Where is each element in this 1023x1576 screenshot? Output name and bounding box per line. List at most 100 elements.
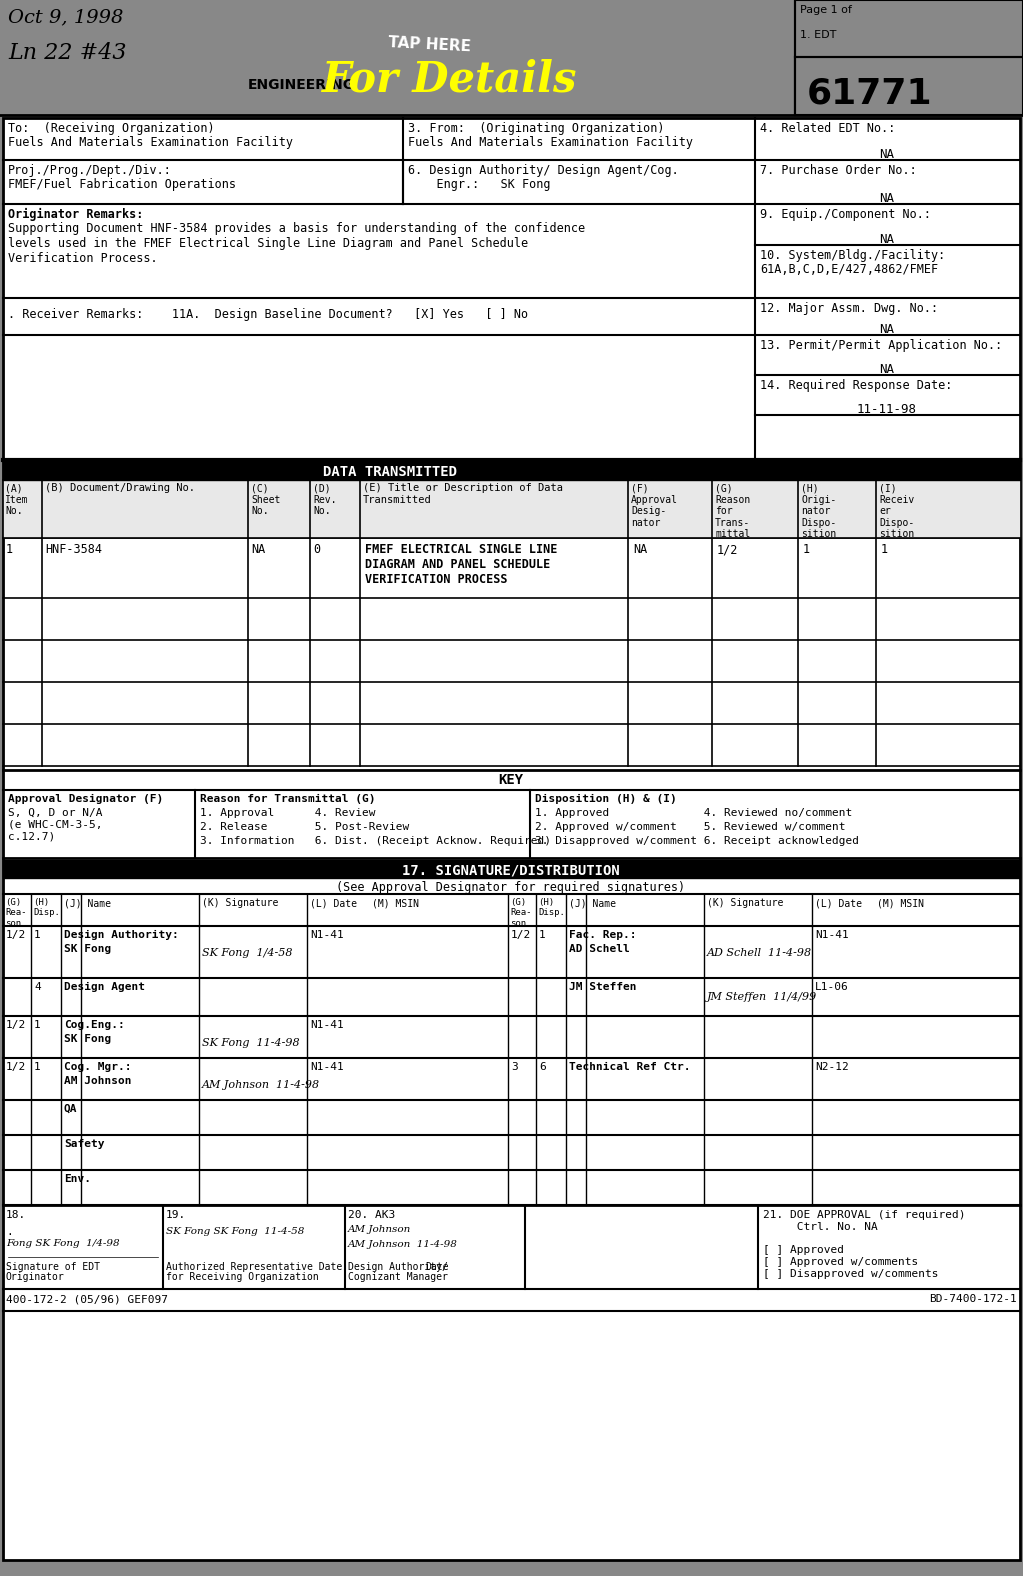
- Text: (C)
Sheet
No.: (C) Sheet No.: [251, 482, 280, 517]
- Text: 1. EDT: 1. EDT: [800, 30, 837, 39]
- Text: Cognizant Manager: Cognizant Manager: [348, 1272, 448, 1281]
- Text: 19.: 19.: [166, 1210, 186, 1220]
- Text: 1: 1: [6, 544, 13, 556]
- Text: 9. Equip./Component No.:: 9. Equip./Component No.:: [760, 208, 931, 221]
- Text: N1-41: N1-41: [310, 1020, 344, 1031]
- Text: For Details: For Details: [322, 58, 578, 99]
- Text: NA: NA: [880, 323, 894, 336]
- Text: (B) Document/Drawing No.: (B) Document/Drawing No.: [45, 482, 195, 493]
- Text: 2. Release       5. Post-Review: 2. Release 5. Post-Review: [201, 823, 409, 832]
- Text: (G)
Rea-
son: (G) Rea- son: [5, 898, 27, 928]
- Text: 1/2: 1/2: [6, 1062, 27, 1072]
- Text: 17. SIGNATURE/DISTRIBUTION: 17. SIGNATURE/DISTRIBUTION: [402, 864, 620, 876]
- Text: Fac. Rep.:: Fac. Rep.:: [569, 930, 636, 939]
- Text: (See Approval Designator for required signatures): (See Approval Designator for required si…: [337, 881, 685, 894]
- Text: NA: NA: [251, 544, 265, 556]
- Text: DATA TRANSMITTED: DATA TRANSMITTED: [323, 465, 457, 479]
- Text: (L) Date: (L) Date: [815, 898, 862, 908]
- Text: 3. Information   6. Dist. (Receipt Acknow. Required): 3. Information 6. Dist. (Receipt Acknow.…: [201, 835, 551, 846]
- Text: JM Steffen: JM Steffen: [569, 982, 636, 991]
- Text: (A)
Item
No.: (A) Item No.: [5, 482, 29, 517]
- Text: Supporting Document HNF-3584 provides a basis for understanding of the confidenc: Supporting Document HNF-3584 provides a …: [8, 222, 585, 265]
- Text: (H)
Origi-
nator
Dispo-
sition: (H) Origi- nator Dispo- sition: [801, 482, 836, 539]
- Text: Safety: Safety: [64, 1139, 104, 1149]
- Text: SK Fong SK Fong  11-4-58: SK Fong SK Fong 11-4-58: [166, 1228, 305, 1236]
- Text: (M) MSIN: (M) MSIN: [877, 898, 924, 908]
- Text: 1: 1: [539, 930, 545, 939]
- Text: NA: NA: [880, 148, 894, 161]
- FancyBboxPatch shape: [3, 462, 1020, 481]
- Text: (D)
Rev.
No.: (D) Rev. No.: [313, 482, 337, 517]
- Text: 21. DOE APPROVAL (if required)
     Ctrl. No. NA: 21. DOE APPROVAL (if required) Ctrl. No.…: [763, 1210, 966, 1231]
- Text: N1-41: N1-41: [310, 1062, 344, 1072]
- Text: 6: 6: [539, 1062, 545, 1072]
- FancyBboxPatch shape: [795, 57, 1023, 115]
- Text: (G)
Rea-
son: (G) Rea- son: [510, 898, 532, 928]
- Text: AM Johnson: AM Johnson: [348, 1225, 411, 1234]
- Text: 3. From:  (Originating Organization): 3. From: (Originating Organization): [408, 121, 665, 136]
- Text: AM Johnson: AM Johnson: [64, 1076, 132, 1086]
- Text: (I)
Receiv
er
Dispo-
sition: (I) Receiv er Dispo- sition: [879, 482, 915, 539]
- Text: AD Schell: AD Schell: [569, 944, 630, 953]
- Text: Technical Ref Ctr.: Technical Ref Ctr.: [569, 1062, 691, 1072]
- Text: 1. Approval      4. Review: 1. Approval 4. Review: [201, 808, 375, 818]
- Text: N2-12: N2-12: [815, 1062, 849, 1072]
- Text: 18.: 18.: [6, 1210, 27, 1220]
- Text: Design Agent: Design Agent: [64, 982, 145, 991]
- Text: (H)
Disp.: (H) Disp.: [33, 898, 60, 917]
- Text: Date: Date: [425, 1262, 448, 1272]
- Text: SK Fong: SK Fong: [64, 944, 112, 953]
- Text: Design Authority/: Design Authority/: [348, 1262, 448, 1272]
- Text: 1. Approved              4. Reviewed no/comment: 1. Approved 4. Reviewed no/comment: [535, 808, 852, 818]
- Text: (L) Date: (L) Date: [310, 898, 357, 908]
- Text: Disposition (H) & (I): Disposition (H) & (I): [535, 794, 677, 804]
- Text: Ln 22 #43: Ln 22 #43: [8, 43, 127, 65]
- Text: . Receiver Remarks:    11A.  Design Baseline Document?   [X] Yes   [ ] No: . Receiver Remarks: 11A. Design Baseline…: [8, 307, 528, 322]
- Text: NA: NA: [880, 233, 894, 246]
- FancyBboxPatch shape: [795, 0, 1023, 115]
- FancyBboxPatch shape: [3, 481, 1020, 537]
- Text: 7. Purchase Order No.:: 7. Purchase Order No.:: [760, 164, 917, 177]
- Text: (J) Name: (J) Name: [64, 898, 112, 908]
- Text: NA: NA: [633, 544, 648, 556]
- FancyBboxPatch shape: [0, 0, 1023, 115]
- Text: 61771: 61771: [807, 76, 933, 110]
- Text: 1/2: 1/2: [6, 1020, 27, 1031]
- Text: BD-7400-172-1: BD-7400-172-1: [929, 1294, 1017, 1303]
- Text: NA: NA: [880, 192, 894, 205]
- Text: Reason for Transmittal (G): Reason for Transmittal (G): [201, 794, 375, 804]
- Text: Cog.Eng.:: Cog.Eng.:: [64, 1020, 125, 1031]
- Text: To:  (Receiving Organization): To: (Receiving Organization): [8, 121, 215, 136]
- Text: SK Fong  1/4-58: SK Fong 1/4-58: [202, 949, 293, 958]
- Text: FMEF/Fuel Fabrication Operations: FMEF/Fuel Fabrication Operations: [8, 178, 236, 191]
- Text: 1/2: 1/2: [717, 544, 739, 556]
- Text: SK Fong: SK Fong: [64, 1034, 112, 1043]
- Text: 6. Design Authority/ Design Agent/Cog.: 6. Design Authority/ Design Agent/Cog.: [408, 164, 678, 177]
- Text: 1/2: 1/2: [512, 930, 531, 939]
- Text: 1: 1: [881, 544, 888, 556]
- Text: 2. Approved w/comment    5. Reviewed w/comment: 2. Approved w/comment 5. Reviewed w/comm…: [535, 823, 845, 832]
- Text: (H)
Disp.: (H) Disp.: [538, 898, 565, 917]
- FancyBboxPatch shape: [3, 118, 1020, 1560]
- Text: 0: 0: [313, 544, 320, 556]
- Text: FMEF ELECTRICAL SINGLE LINE
DIAGRAM AND PANEL SCHEDULE
VERIFICATION PROCESS: FMEF ELECTRICAL SINGLE LINE DIAGRAM AND …: [365, 544, 558, 586]
- Text: L1-06: L1-06: [815, 982, 849, 991]
- Text: Design Authority:: Design Authority:: [64, 930, 179, 939]
- Text: Cog. Mgr.:: Cog. Mgr.:: [64, 1062, 132, 1072]
- Text: Oct 9, 1998: Oct 9, 1998: [8, 8, 124, 25]
- FancyBboxPatch shape: [3, 860, 1020, 878]
- Text: 400-172-2 (05/96) GEF097: 400-172-2 (05/96) GEF097: [6, 1294, 168, 1303]
- Text: N1-41: N1-41: [815, 930, 849, 939]
- Text: TAP HERE: TAP HERE: [389, 35, 472, 54]
- Text: Page 1 of: Page 1 of: [800, 5, 852, 16]
- Text: AM Johnson  11-4-98: AM Johnson 11-4-98: [348, 1240, 458, 1250]
- Text: Engr.:   SK Fong: Engr.: SK Fong: [408, 178, 550, 191]
- Text: Fong SK Fong  1/4-98: Fong SK Fong 1/4-98: [6, 1239, 120, 1248]
- Text: Fuels And Materials Examination Facility: Fuels And Materials Examination Facility: [8, 136, 293, 150]
- Text: (J) Name: (J) Name: [569, 898, 616, 908]
- Text: 10. System/Bldg./Facility:: 10. System/Bldg./Facility:: [760, 249, 945, 262]
- Text: 12. Major Assm. Dwg. No.:: 12. Major Assm. Dwg. No.:: [760, 303, 938, 315]
- Text: AD Schell  11-4-98: AD Schell 11-4-98: [707, 949, 812, 958]
- Text: 1: 1: [34, 1062, 41, 1072]
- Text: Originator: Originator: [6, 1272, 64, 1281]
